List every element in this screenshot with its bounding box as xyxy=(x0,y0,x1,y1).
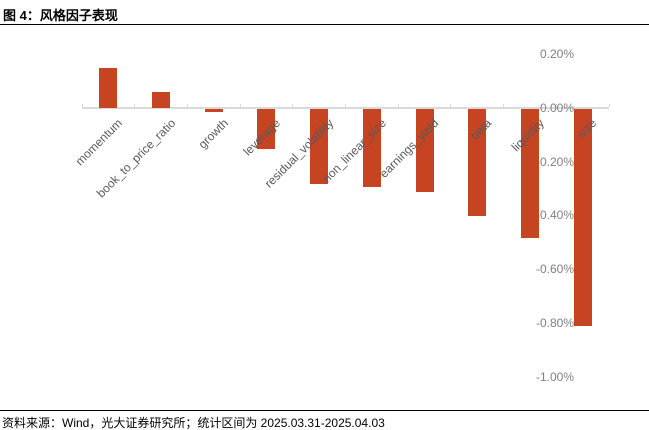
bar xyxy=(573,109,592,326)
axis-tick xyxy=(134,104,136,107)
category-label: momentum xyxy=(72,116,126,169)
axis-tick xyxy=(81,104,83,107)
y-axis-tick-label: -0.40% xyxy=(535,208,574,223)
x-axis-line xyxy=(82,107,609,109)
axis-tick xyxy=(397,104,399,107)
axis-tick xyxy=(608,104,610,107)
bar xyxy=(310,109,329,184)
y-axis-tick-label: 0.00% xyxy=(539,101,574,115)
axis-tick xyxy=(345,104,346,107)
chart-plot: 0.20% 0.00% -0.20% -0.40% -0.60% -0.80% -1.00%… xyxy=(0,26,649,410)
y-axis-tick-label: -0.80% xyxy=(535,315,574,330)
bar xyxy=(257,109,276,149)
axis-tick xyxy=(186,104,188,107)
bar xyxy=(468,109,487,216)
bar xyxy=(204,109,223,112)
y-axis-tick-label: -0.20% xyxy=(535,154,574,169)
figure-footer: 资料来源：Wind，光大证券研究所；统计区间为 2025.03.31-2025.… xyxy=(0,410,649,430)
bar xyxy=(99,67,118,108)
figure-header: 图 4：风格因子表现 xyxy=(0,0,649,25)
axis-tick xyxy=(503,104,505,107)
axis-tick xyxy=(555,104,557,107)
axis-tick xyxy=(239,104,241,107)
bar xyxy=(520,109,539,238)
y-axis-tick-label: -1.00% xyxy=(535,369,574,384)
axis-tick xyxy=(450,104,452,107)
bar xyxy=(362,109,381,187)
axis-tick xyxy=(292,104,294,107)
bar xyxy=(152,91,171,108)
y-axis-tick-label: 0.20% xyxy=(539,47,574,62)
category-label: growth xyxy=(195,116,231,152)
figure-title: 图 4：风格因子表现 xyxy=(3,8,118,23)
y-axis-tick-label: -0.60% xyxy=(535,262,574,277)
source-note: 资料来源：Wind，光大证券研究所；统计区间为 2025.03.31-2025.… xyxy=(2,416,385,430)
bar xyxy=(415,109,434,192)
